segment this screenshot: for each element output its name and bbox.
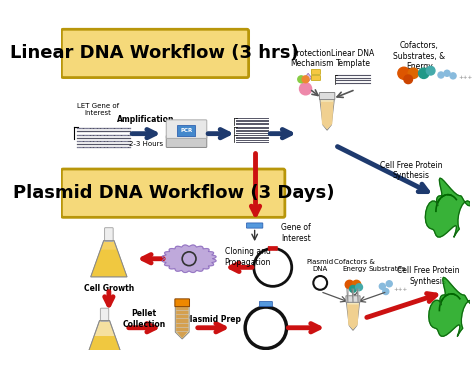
Circle shape xyxy=(398,67,410,79)
Circle shape xyxy=(450,73,456,79)
Text: Substrates: Substrates xyxy=(369,266,406,272)
FancyBboxPatch shape xyxy=(311,70,320,74)
Text: Cloning and
Propagation: Cloning and Propagation xyxy=(225,247,271,267)
Circle shape xyxy=(404,75,412,83)
Text: Plasmid Prep: Plasmid Prep xyxy=(184,315,241,324)
Polygon shape xyxy=(429,277,474,337)
FancyBboxPatch shape xyxy=(177,126,196,136)
Text: Gene of
Interest: Gene of Interest xyxy=(282,223,311,243)
FancyBboxPatch shape xyxy=(246,223,263,228)
Circle shape xyxy=(356,284,363,291)
Circle shape xyxy=(349,285,356,293)
Text: +++: +++ xyxy=(393,287,408,292)
Polygon shape xyxy=(347,305,359,329)
FancyBboxPatch shape xyxy=(175,299,190,306)
Text: +++: +++ xyxy=(458,75,473,80)
Polygon shape xyxy=(91,241,127,277)
FancyBboxPatch shape xyxy=(319,92,335,100)
Text: Amplification: Amplification xyxy=(117,115,175,124)
FancyBboxPatch shape xyxy=(62,29,249,77)
Polygon shape xyxy=(321,102,334,129)
FancyBboxPatch shape xyxy=(268,246,277,250)
Polygon shape xyxy=(425,178,470,237)
Text: Plasmid
DNA: Plasmid DNA xyxy=(307,259,334,272)
Polygon shape xyxy=(87,336,122,355)
Text: Cell Free Protein
Synthesis: Cell Free Protein Synthesis xyxy=(397,266,459,286)
Polygon shape xyxy=(91,250,127,277)
Text: Linear DNA Workflow (3 hrs): Linear DNA Workflow (3 hrs) xyxy=(10,44,299,62)
Circle shape xyxy=(408,68,419,79)
Text: Protection
Mechanism: Protection Mechanism xyxy=(290,49,333,68)
Text: Cofactors,
Substrates, &
Energy: Cofactors, Substrates, & Energy xyxy=(393,41,446,71)
Circle shape xyxy=(444,70,450,76)
Circle shape xyxy=(419,68,429,79)
Circle shape xyxy=(300,83,311,95)
FancyBboxPatch shape xyxy=(311,76,320,80)
FancyBboxPatch shape xyxy=(166,120,207,138)
Circle shape xyxy=(345,280,354,289)
Circle shape xyxy=(383,288,389,294)
FancyBboxPatch shape xyxy=(100,308,109,321)
Text: Cell Free Protein
Synthesis: Cell Free Protein Synthesis xyxy=(380,161,442,180)
Polygon shape xyxy=(346,302,360,331)
Polygon shape xyxy=(90,351,119,354)
FancyBboxPatch shape xyxy=(259,302,273,306)
FancyBboxPatch shape xyxy=(346,296,360,302)
Text: PCR: PCR xyxy=(181,128,192,133)
Text: Plasmid DNA Workflow (3 Days): Plasmid DNA Workflow (3 Days) xyxy=(13,184,334,202)
Polygon shape xyxy=(305,73,311,82)
Text: Cofactors &
Energy: Cofactors & Energy xyxy=(334,259,375,272)
Text: Linear DNA
Template: Linear DNA Template xyxy=(331,49,374,68)
Circle shape xyxy=(302,76,309,83)
Text: Cell Growth: Cell Growth xyxy=(84,284,134,293)
Circle shape xyxy=(379,284,385,290)
Polygon shape xyxy=(176,307,188,338)
Circle shape xyxy=(298,76,305,83)
Circle shape xyxy=(426,66,435,75)
Polygon shape xyxy=(320,99,334,130)
FancyBboxPatch shape xyxy=(105,228,113,241)
Circle shape xyxy=(386,281,392,287)
Polygon shape xyxy=(175,306,189,339)
FancyBboxPatch shape xyxy=(62,169,285,217)
FancyBboxPatch shape xyxy=(166,135,207,147)
Polygon shape xyxy=(87,321,122,355)
Text: LET Gene of
Interest: LET Gene of Interest xyxy=(77,103,118,117)
Text: 2-3 Hours: 2-3 Hours xyxy=(129,141,163,147)
Circle shape xyxy=(352,280,361,289)
Text: Pellet
Collection: Pellet Collection xyxy=(123,309,166,329)
Polygon shape xyxy=(162,245,216,273)
Circle shape xyxy=(438,72,444,78)
